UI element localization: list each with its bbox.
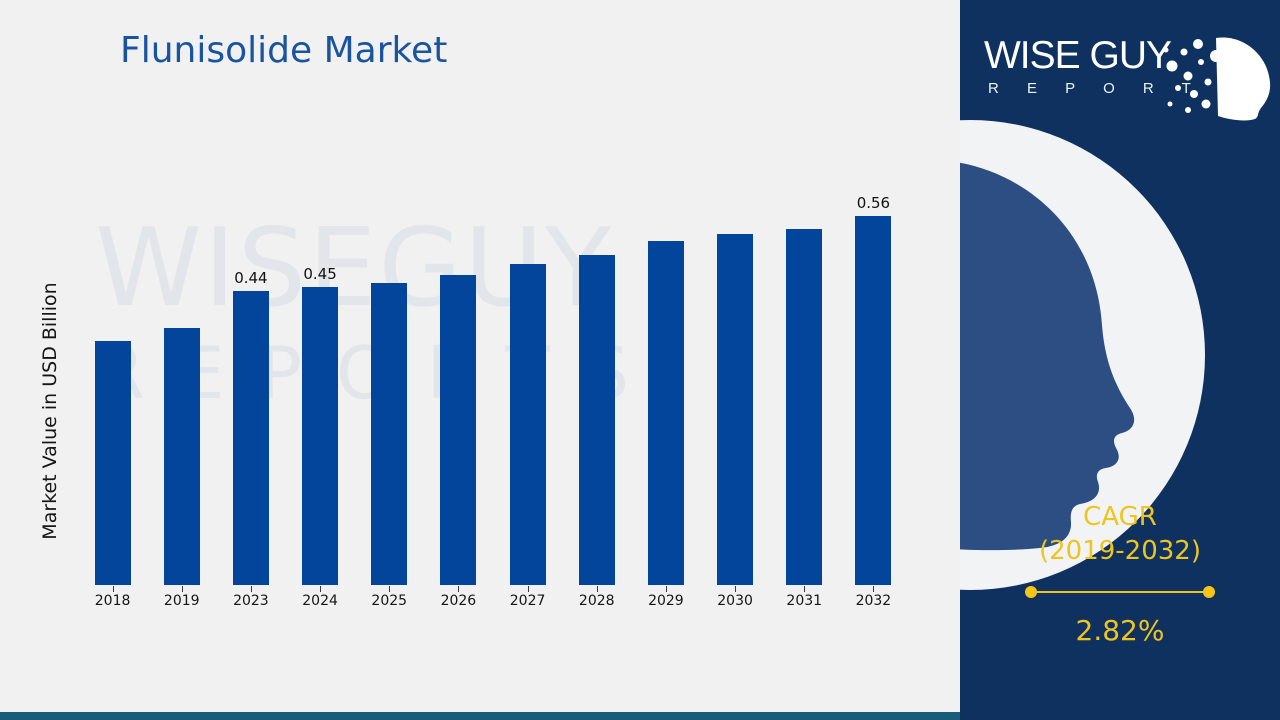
x-axis-tick-label: 2019 <box>163 593 200 609</box>
brand-panel: WISE GUY R E P O R T S CAGR (20 <box>960 0 1280 720</box>
cagr-divider-dot-right <box>1203 586 1215 598</box>
x-axis-tick <box>527 586 529 592</box>
chart-bar <box>163 328 200 585</box>
x-axis-tick-label: 2023 <box>233 593 269 609</box>
x-axis-tick <box>320 586 322 592</box>
cagr-value: 2.82% <box>1075 614 1165 647</box>
logo-wordmark: WISE GUY <box>984 34 1172 77</box>
chart-bar <box>647 241 684 585</box>
cagr-block: CAGR (2019-2032) 2.82% <box>960 500 1280 647</box>
y-axis-label: Market Value in USD Billion <box>39 282 61 540</box>
x-axis-line <box>78 585 908 586</box>
x-axis-tick-label: 2030 <box>717 593 753 609</box>
chart-bar <box>855 216 892 585</box>
x-axis-tick <box>804 586 806 592</box>
x-axis-tick <box>458 586 460 592</box>
logo-subtitle: R E P O R T S <box>988 80 1241 97</box>
plot-area <box>78 150 908 585</box>
x-axis-tick <box>112 586 114 592</box>
cagr-divider <box>1025 586 1215 598</box>
bar-value-label: 0.45 <box>303 265 337 283</box>
chart-bar <box>94 341 131 585</box>
chart-bar <box>717 234 754 585</box>
x-axis-tick-label: 2032 <box>855 593 892 609</box>
x-axis-tick <box>389 586 391 592</box>
brand-logo: WISE GUY R E P O R T S <box>982 32 1271 121</box>
x-axis-tick <box>250 586 252 592</box>
x-axis-tick <box>873 586 875 592</box>
x-axis-tick <box>665 586 667 592</box>
chart-bar <box>302 287 339 585</box>
bar-value-label: 0.56 <box>856 194 891 212</box>
cagr-divider-line <box>1031 591 1209 593</box>
chart-bar <box>786 229 823 585</box>
x-axis-tick-label: 2026 <box>440 593 477 609</box>
head-silhouette-icon <box>960 162 1135 551</box>
x-axis-tick <box>181 586 183 592</box>
footer-accent-bar <box>0 712 960 720</box>
x-axis-tick-label: 2031 <box>786 593 823 609</box>
x-axis-tick <box>596 586 598 592</box>
bar-value-label: 0.44 <box>234 269 268 287</box>
x-axis-tick-label: 2028 <box>578 593 615 609</box>
chart-bar <box>232 291 269 585</box>
page-title: Flunisolide Market <box>120 30 448 71</box>
x-axis-tick-label: 2025 <box>371 593 408 609</box>
x-axis-tick-label: 2024 <box>302 593 338 609</box>
cagr-period: (2019-2032) <box>1038 536 1201 566</box>
x-axis-tick-label: 2029 <box>648 593 684 609</box>
chart-bar <box>371 283 408 585</box>
chart-bar <box>440 275 477 585</box>
chart-bar <box>578 255 615 585</box>
x-axis-tick <box>735 586 737 592</box>
logo-head-dots-icon <box>1163 37 1271 121</box>
x-axis-tick-label: 2018 <box>94 593 131 609</box>
chart-bar <box>509 264 546 585</box>
cagr-title: CAGR <box>1083 502 1157 532</box>
x-axis-tick-label: 2027 <box>509 593 546 609</box>
